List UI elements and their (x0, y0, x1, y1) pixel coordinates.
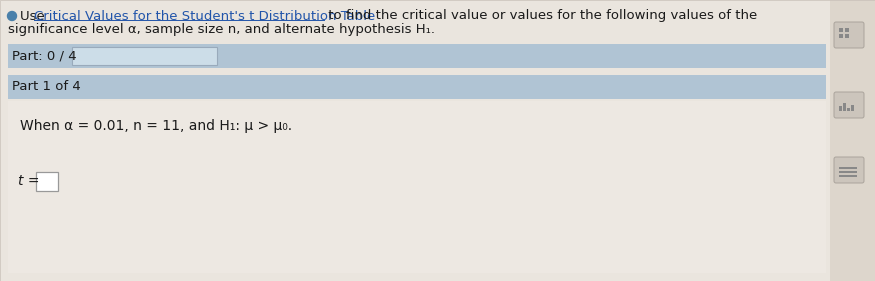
Text: Use: Use (20, 10, 49, 22)
FancyBboxPatch shape (843, 103, 846, 111)
Text: significance level α, sample size n, and alternate hypothesis H₁.: significance level α, sample size n, and… (8, 22, 435, 35)
FancyBboxPatch shape (845, 28, 849, 32)
Text: to find the critical value or values for the following values of the: to find the critical value or values for… (324, 10, 757, 22)
FancyBboxPatch shape (36, 172, 58, 191)
FancyBboxPatch shape (8, 44, 826, 68)
FancyBboxPatch shape (0, 0, 830, 281)
FancyBboxPatch shape (834, 157, 864, 183)
FancyBboxPatch shape (830, 0, 875, 281)
FancyBboxPatch shape (839, 171, 857, 173)
Text: Part 1 of 4: Part 1 of 4 (12, 80, 80, 94)
FancyBboxPatch shape (839, 106, 842, 111)
FancyBboxPatch shape (8, 75, 826, 99)
FancyBboxPatch shape (834, 92, 864, 118)
Text: t =: t = (18, 174, 44, 188)
FancyBboxPatch shape (845, 34, 849, 38)
FancyBboxPatch shape (847, 108, 850, 111)
FancyBboxPatch shape (72, 47, 217, 65)
FancyBboxPatch shape (851, 105, 854, 111)
Text: When α = 0.01, n = 11, and H₁: μ > μ₀.: When α = 0.01, n = 11, and H₁: μ > μ₀. (20, 119, 292, 133)
FancyBboxPatch shape (839, 28, 843, 32)
Text: Part: 0 / 4: Part: 0 / 4 (12, 49, 77, 62)
FancyBboxPatch shape (839, 34, 843, 38)
FancyBboxPatch shape (839, 175, 857, 177)
Text: Critical Values for the Student's t Distribution Table: Critical Values for the Student's t Dist… (34, 10, 375, 22)
FancyBboxPatch shape (834, 22, 864, 48)
FancyBboxPatch shape (839, 167, 857, 169)
FancyBboxPatch shape (8, 101, 826, 273)
Circle shape (8, 12, 17, 21)
